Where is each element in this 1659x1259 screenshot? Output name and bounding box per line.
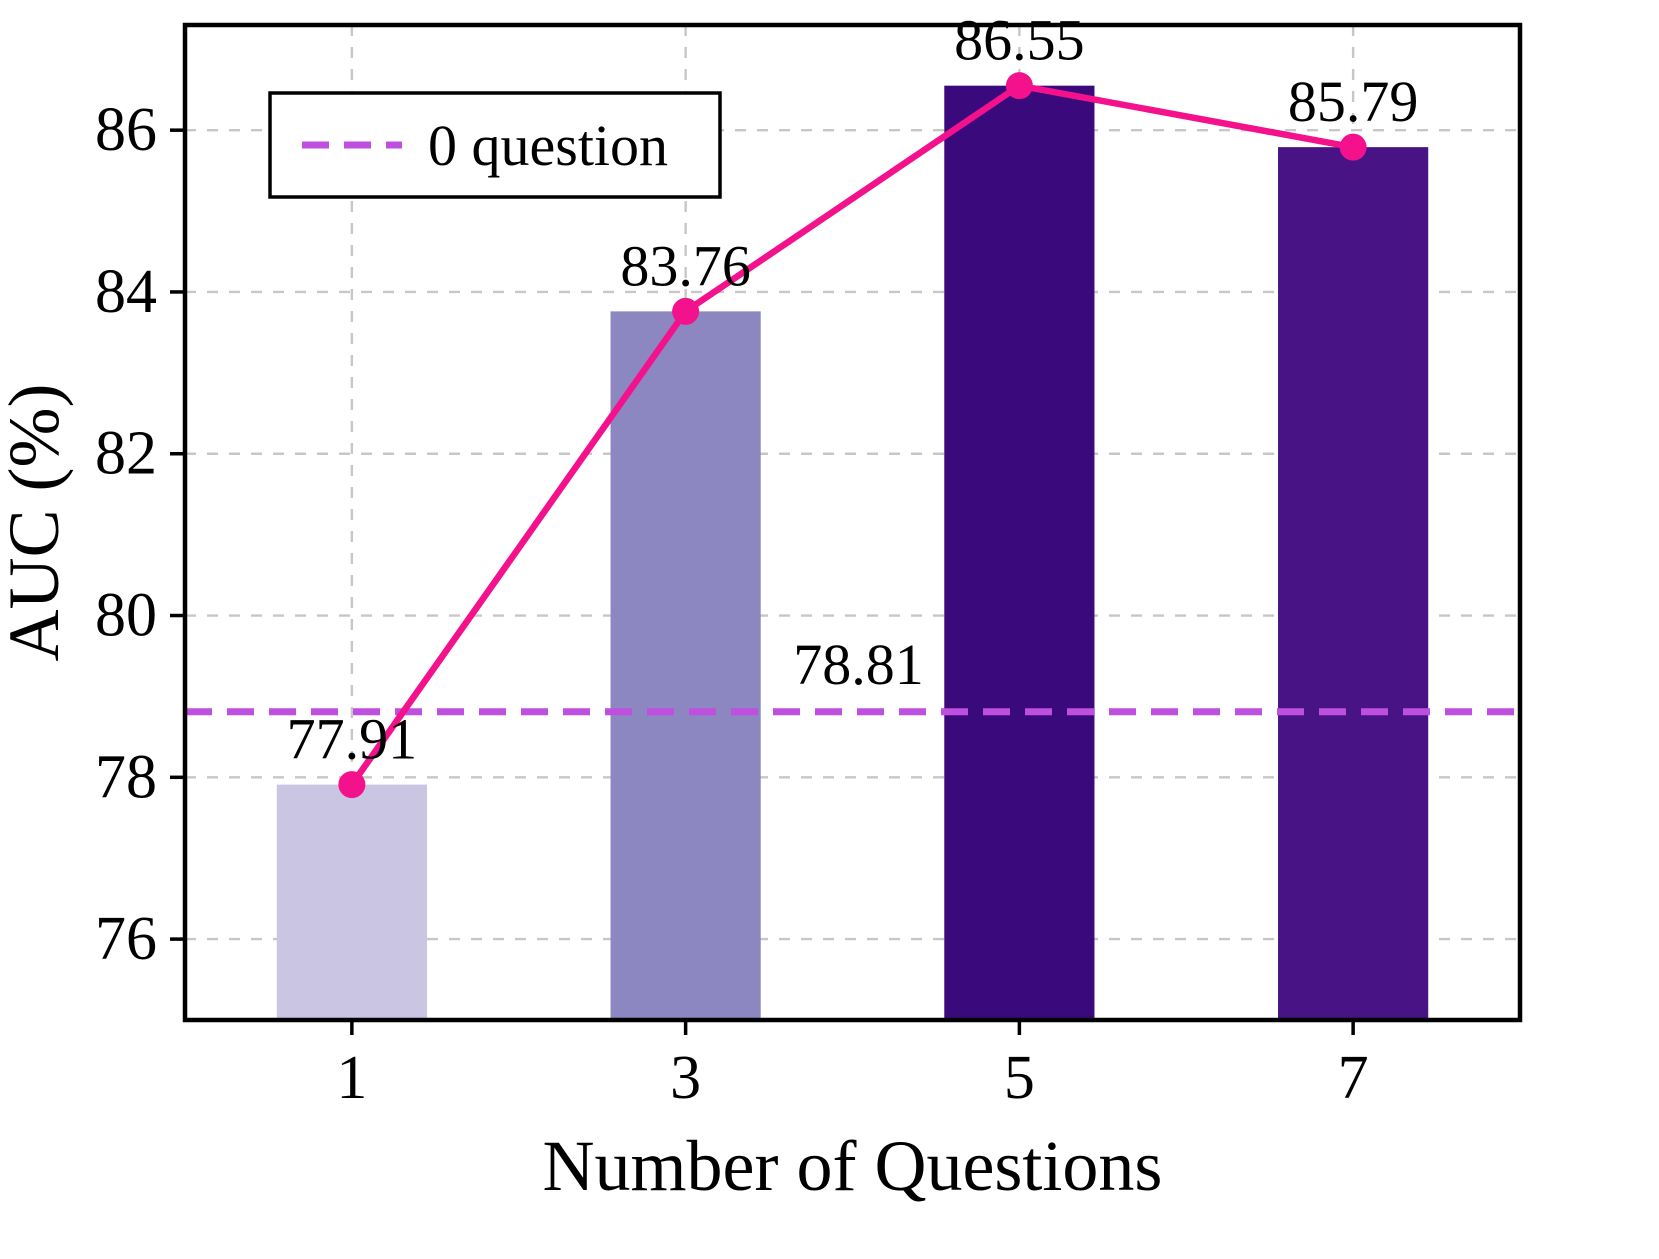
marker-7	[1339, 133, 1367, 161]
x-tick-label-1: 3	[670, 1044, 701, 1112]
marker-3	[672, 297, 700, 325]
bar-3	[610, 311, 761, 1020]
auc-line	[348, 82, 1357, 788]
y-tick-label-2: 80	[95, 582, 157, 650]
x-axis-title: Number of Questions	[543, 1126, 1163, 1206]
y-axis-title: AUC (%)	[0, 384, 74, 662]
y-tick-label-3: 82	[95, 420, 157, 488]
point-label-3: 83.76	[620, 233, 751, 298]
marker-1	[338, 771, 366, 799]
point-label-1: 77.91	[287, 707, 418, 772]
point-label-7: 85.79	[1288, 69, 1419, 134]
y-tick-label-4: 84	[95, 258, 157, 326]
point-label-5: 86.55	[954, 8, 1085, 73]
x-tick-label-3: 7	[1338, 1044, 1369, 1112]
x-tick-label-0: 1	[336, 1044, 367, 1112]
bar-1	[276, 784, 427, 1020]
bar-5	[944, 85, 1095, 1021]
marker-5	[1005, 72, 1033, 100]
plot-border	[182, 22, 1523, 1023]
y-tick-label-5: 86	[95, 96, 157, 164]
baseline-value-label: 78.81	[793, 632, 924, 697]
y-tick-label-0: 76	[95, 905, 157, 973]
x-tick-label-2: 5	[1004, 1044, 1035, 1112]
y-tick-label-1: 78	[95, 743, 157, 811]
bar-7	[1278, 147, 1429, 1021]
legend-label: 0 question	[428, 113, 668, 178]
